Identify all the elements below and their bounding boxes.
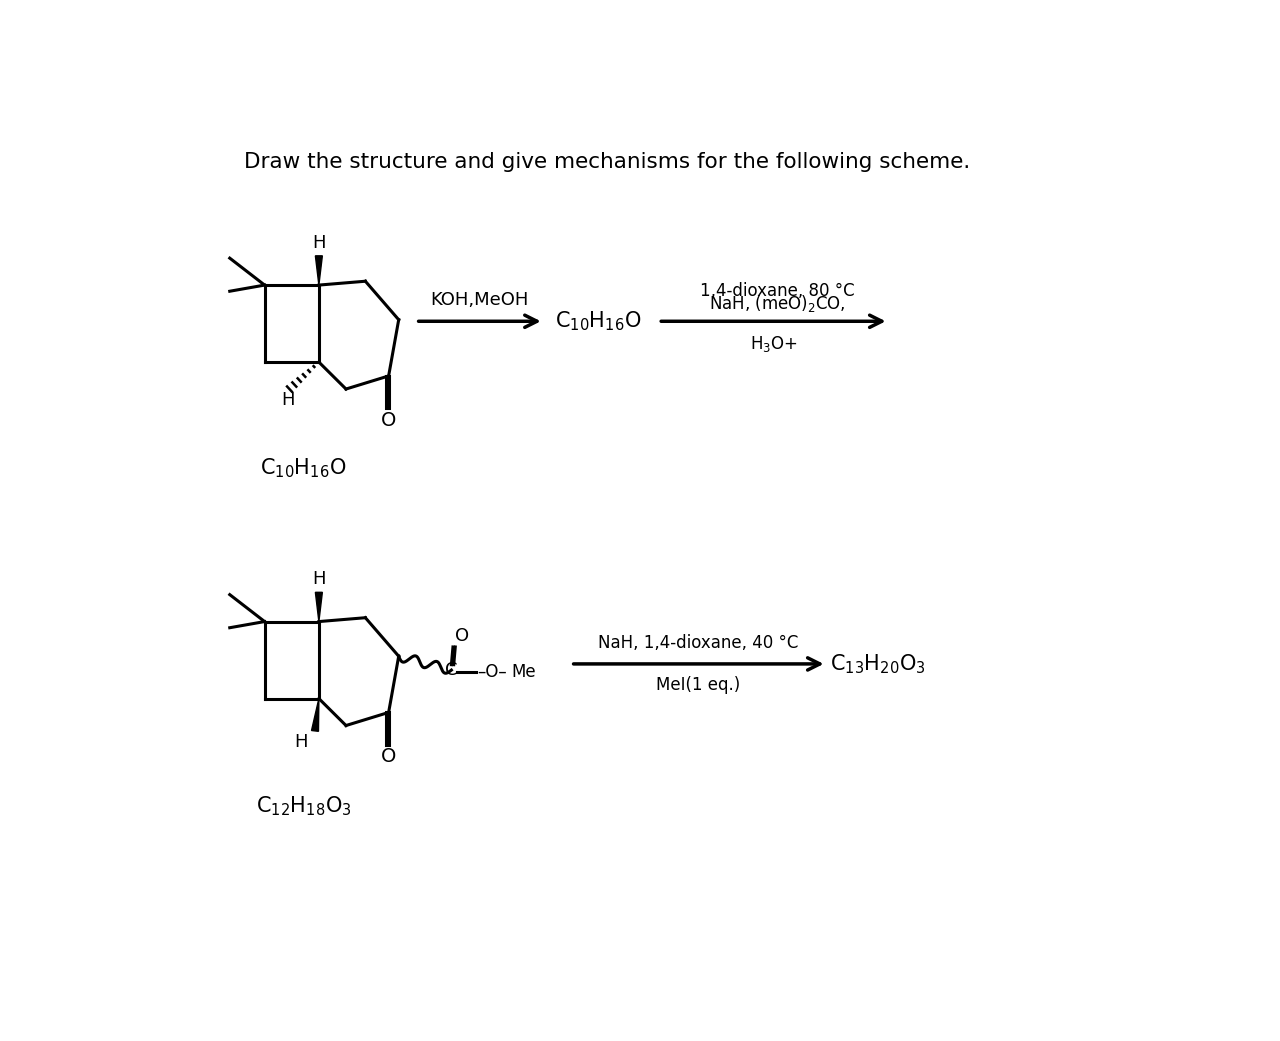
Text: C: C xyxy=(445,661,458,679)
Text: NaH, (meO)$_2$CO,: NaH, (meO)$_2$CO, xyxy=(709,293,846,313)
Text: MeI(1 eq.): MeI(1 eq.) xyxy=(657,677,741,694)
Text: Draw the structure and give mechanisms for the following scheme.: Draw the structure and give mechanisms f… xyxy=(243,152,970,172)
Text: C$_{10}$H$_{16}$O: C$_{10}$H$_{16}$O xyxy=(556,309,641,333)
Text: NaH, 1,4-dioxane, 40 °C: NaH, 1,4-dioxane, 40 °C xyxy=(599,634,799,652)
Text: 1,4-dioxane, 80 °C: 1,4-dioxane, 80 °C xyxy=(700,282,855,300)
Text: C$_{12}$H$_{18}$O$_3$: C$_{12}$H$_{18}$O$_3$ xyxy=(256,795,351,818)
Text: H: H xyxy=(282,391,294,409)
Text: O: O xyxy=(381,747,397,766)
Text: H$_3$O+: H$_3$O+ xyxy=(750,333,797,354)
Polygon shape xyxy=(311,699,319,732)
Text: C$_{10}$H$_{16}$O: C$_{10}$H$_{16}$O xyxy=(260,456,347,480)
Text: KOH,MeOH: KOH,MeOH xyxy=(430,290,529,309)
Text: O: O xyxy=(454,627,468,644)
Text: H: H xyxy=(312,570,325,588)
Text: H: H xyxy=(312,234,325,252)
Polygon shape xyxy=(315,256,323,285)
Text: Me: Me xyxy=(511,663,536,681)
Text: C$_{13}$H$_{20}$O$_3$: C$_{13}$H$_{20}$O$_3$ xyxy=(831,652,927,676)
Text: H: H xyxy=(294,733,307,752)
Text: –O–: –O– xyxy=(477,663,507,681)
Polygon shape xyxy=(315,592,323,621)
Text: O: O xyxy=(381,410,397,430)
